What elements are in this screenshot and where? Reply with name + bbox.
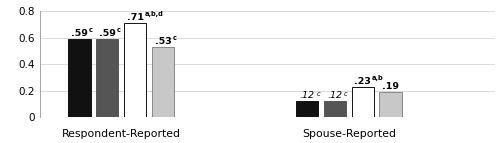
Text: .59: .59 [99,29,116,38]
Text: .59: .59 [71,29,88,38]
Text: .71: .71 [126,13,144,22]
Text: Spouse-Reported: Spouse-Reported [302,129,396,139]
Bar [68,39,90,117]
Text: c: c [172,35,176,41]
Text: c: c [316,91,320,97]
Text: .19: .19 [382,82,399,91]
Text: c: c [344,91,348,97]
Text: .12: .12 [328,91,342,100]
Bar [296,101,318,117]
Bar [352,87,374,117]
Bar [96,39,118,117]
Text: a,b,d: a,b,d [144,11,164,17]
Text: Respondent-Reported: Respondent-Reported [62,129,181,139]
Bar [124,23,146,117]
Bar [324,101,346,117]
Text: .12: .12 [300,91,314,100]
Text: a,b: a,b [372,75,384,81]
Bar [152,47,174,117]
Text: .53: .53 [154,37,172,46]
Bar [380,92,402,117]
Text: c: c [116,27,120,33]
Text: c: c [89,27,92,33]
Text: .23: .23 [354,77,371,86]
